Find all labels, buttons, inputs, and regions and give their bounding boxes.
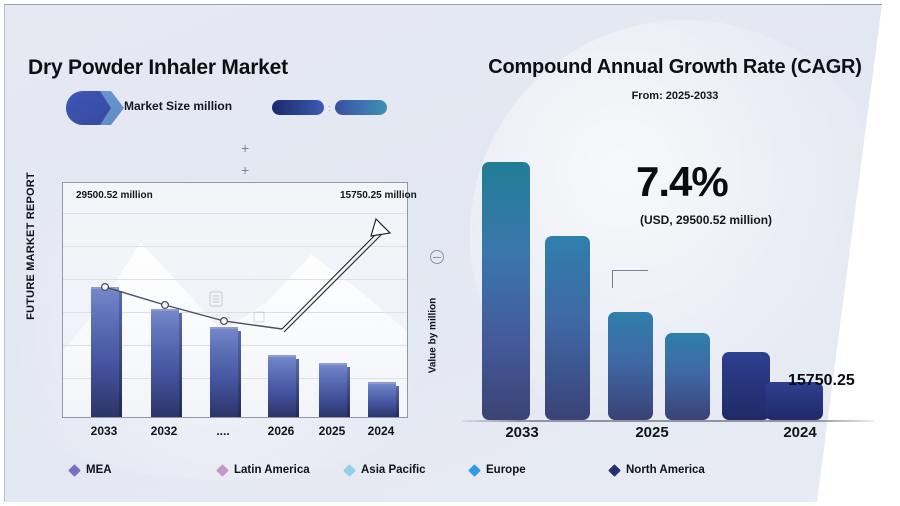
left-chart-bars (63, 183, 407, 417)
circle-minus-icon (430, 250, 444, 264)
legend-label-asia-pacific: Asia Pacific (361, 464, 426, 476)
cagr-value-note: (USD, 29500.52 million) (640, 213, 773, 227)
x-label-2032: 2032 (150, 424, 178, 438)
highlight-value-label: 15750.25 (788, 372, 855, 389)
tag-glyph-icon (253, 311, 265, 323)
x-label-r-2025: 2025 (635, 424, 669, 441)
right-chart-bars (482, 162, 823, 420)
legend-item-north-america[interactable]: North America (608, 463, 705, 477)
right-chart-axis-line (462, 420, 874, 422)
x-label-ellipsis: .... (216, 424, 230, 438)
legend-item-europe[interactable]: Europe (468, 463, 610, 477)
pill-indicator-primary (272, 100, 324, 115)
legend-label-north-america: North America (626, 464, 705, 476)
legend-label-latin-america: Latin America (234, 464, 310, 476)
right-chart-tick-mark (612, 270, 648, 288)
x-label-r-2024: 2024 (783, 424, 817, 441)
pill-indicator-group: : (272, 100, 387, 115)
left-chart-right-axis-label: Value by million (427, 297, 439, 374)
legend-dot-icon-north-america (608, 463, 621, 477)
legend-label-mea: MEA (86, 464, 112, 476)
left-chart-y-axis-label: FUTURE MARKET REPORT (25, 172, 37, 320)
x-label-2025: 2025 (318, 424, 346, 438)
left-chart (62, 182, 408, 418)
bar-2026 (268, 355, 299, 417)
right-chart (460, 150, 880, 422)
cagr-subtitle: From: 2025-2033 (631, 90, 719, 102)
right-chart-x-axis: 2033 2025 2024 (460, 424, 880, 446)
document-glyph-icon (209, 291, 223, 307)
legend-dot-icon-asia-pacific (343, 463, 356, 477)
bar-2025 (319, 363, 350, 417)
legend-item-mea[interactable]: MEA (68, 463, 218, 477)
legend: MEA Latin America Asia Pacific Europe No… (68, 463, 705, 477)
legend-label-europe: Europe (486, 464, 526, 476)
pill-indicator-secondary (334, 100, 387, 115)
cagr-value: 7.4% (636, 158, 729, 205)
plus-mark-icon-2: + (241, 162, 250, 178)
left-chart-note-end: 15750.25 million (340, 190, 417, 201)
x-label-2026: 2026 (267, 424, 295, 438)
market-size-hexagon-icon (66, 91, 124, 125)
legend-item-asia-pacific[interactable]: Asia Pacific (343, 463, 470, 477)
x-label-2024: 2024 (367, 424, 395, 438)
bar-mid (210, 327, 241, 417)
legend-item-latin-america[interactable]: Latin America (216, 463, 345, 477)
x-label-r-2033: 2033 (505, 424, 539, 441)
left-chart-x-axis: 2033 2032 .... 2026 2025 2024 (62, 424, 408, 444)
market-size-label: Market Size million (124, 99, 233, 113)
pill-separator: : (328, 102, 331, 113)
bar-2024 (368, 382, 399, 417)
left-chart-note-start: 29500.52 million (76, 190, 153, 201)
legend-dot-icon-europe (468, 463, 481, 477)
bar-2033 (91, 287, 122, 417)
page-title: Dry Powder Inhaler Market (28, 56, 288, 79)
plus-mark-icon-1: + (241, 140, 250, 156)
legend-dot-icon-mea (68, 463, 81, 477)
legend-dot-icon-latin-america (216, 463, 229, 477)
x-label-2033: 2033 (90, 424, 118, 438)
left-chart-trend-line (100, 217, 392, 333)
bar-2032 (151, 309, 182, 417)
cagr-title: Compound Annual Growth Rate (CAGR) (488, 56, 862, 78)
